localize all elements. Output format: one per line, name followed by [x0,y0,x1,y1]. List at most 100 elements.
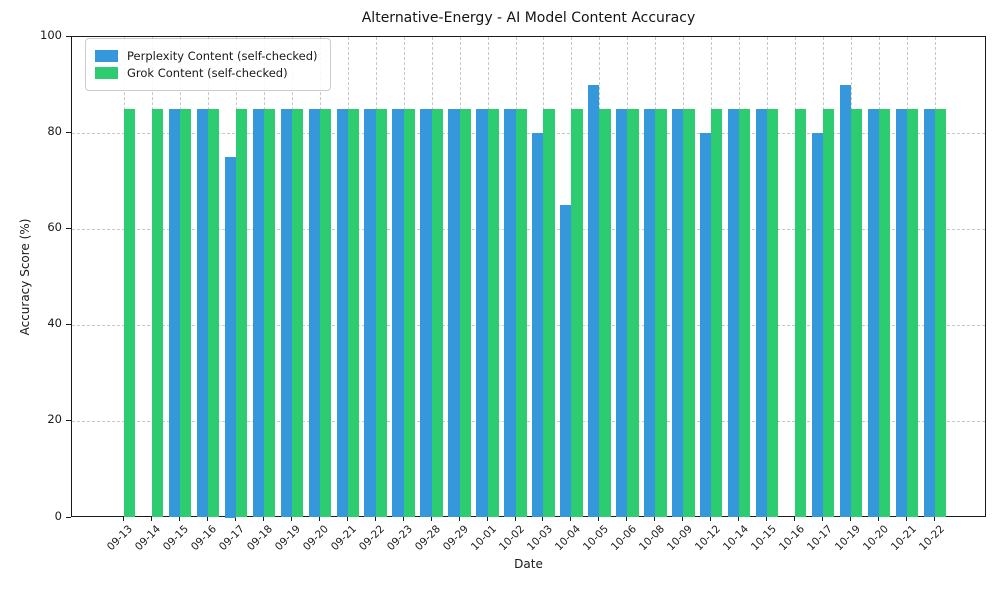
x-tick-mark [290,517,292,521]
bar [252,109,264,518]
chart-legend: Perplexity Content (self-checked) Grok C… [85,38,331,91]
bar [560,205,572,518]
x-tick-label: 10-16 [776,523,807,554]
x-tick-label: 09-21 [329,523,360,554]
bar [515,109,527,518]
bar [795,109,807,518]
x-tick-mark [262,517,264,521]
bar [655,109,667,518]
legend-swatch-grok [95,67,118,79]
x-tick-label: 09-20 [301,523,332,554]
x-tick-mark [318,517,320,521]
x-tick-mark [374,517,376,521]
x-tick-mark [570,517,572,521]
bar [728,109,740,518]
bar [168,109,180,518]
legend-item: Perplexity Content (self-checked) [95,49,318,63]
bar [588,85,600,518]
x-tick-mark [598,517,600,521]
bar [280,109,292,518]
bar [532,133,544,518]
x-tick-mark [822,517,824,521]
y-tick-label: 40 [47,316,62,331]
bar [711,109,723,518]
bar [403,109,415,518]
bar [683,109,695,518]
bar [224,157,236,518]
x-tick-mark [486,517,488,521]
h-gridline [72,325,985,327]
x-tick-label: 09-22 [357,523,388,554]
legend-item: Grok Content (self-checked) [95,66,318,80]
x-tick-label: 10-05 [580,523,611,554]
chart-title: Alternative-Energy - AI Model Content Ac… [361,10,696,26]
h-gridline [72,229,985,231]
x-tick-label: 09-13 [105,523,136,554]
x-tick-label: 09-16 [189,523,220,554]
bar [431,109,443,518]
x-tick-mark [206,517,208,521]
x-tick-mark [934,517,935,521]
bar [823,109,835,518]
bar [627,109,639,518]
bar [504,109,516,518]
bar [420,109,432,518]
bar [895,109,908,518]
x-tick-mark [234,517,236,521]
bar [124,109,136,518]
y-tick-mark [66,36,71,37]
x-tick-label: 10-02 [496,523,528,554]
bar [543,109,555,518]
bar [291,109,303,518]
y-tick-label: 80 [47,124,62,139]
y-tick-mark [66,228,71,230]
x-tick-label: 10-04 [552,523,583,554]
bar [336,109,348,518]
plot-area [71,36,986,518]
bar [487,109,499,518]
x-tick-mark [794,517,796,521]
x-tick-label: 09-28 [413,523,444,554]
x-axis-label: Date [514,557,543,571]
bar [459,109,471,518]
bar [375,109,387,518]
x-tick-label: 09-18 [245,523,276,554]
bar [644,109,656,518]
bar [179,109,192,518]
x-tick-label: 10-22 [916,523,947,554]
h-gridline [72,133,985,135]
x-tick-label: 10-06 [608,523,639,554]
legend-swatch-perplexity [95,50,118,62]
y-tick-label: 20 [47,412,62,427]
x-tick-label: 10-14 [720,523,751,554]
x-tick-label: 09-15 [161,523,192,554]
bars-layer [72,37,985,518]
x-tick-mark [710,517,712,521]
x-tick-mark [850,517,852,521]
x-tick-label: 09-19 [273,523,304,554]
x-tick-label: 10-17 [804,523,835,554]
bar [616,109,628,518]
x-tick-label: 10-12 [692,523,723,554]
x-tick-mark [458,517,460,521]
bar [448,109,460,518]
bar [879,109,891,518]
bar [923,109,935,518]
bar [235,109,248,518]
x-tick-mark [542,517,544,521]
bar [196,109,208,518]
x-tick-mark [738,517,740,521]
x-tick-mark [654,517,656,521]
bar [672,109,684,518]
bar [907,109,919,518]
y-tick-label: 0 [54,508,62,523]
x-tick-label: 10-09 [664,523,695,554]
x-tick-label: 09-14 [133,523,164,554]
y-tick-mark [66,420,71,422]
x-tick-mark [346,517,348,521]
x-tick-label: 10-08 [636,523,667,554]
bar [811,133,824,518]
x-tick-label: 09-29 [441,523,472,554]
x-tick-label: 10-19 [832,523,863,554]
